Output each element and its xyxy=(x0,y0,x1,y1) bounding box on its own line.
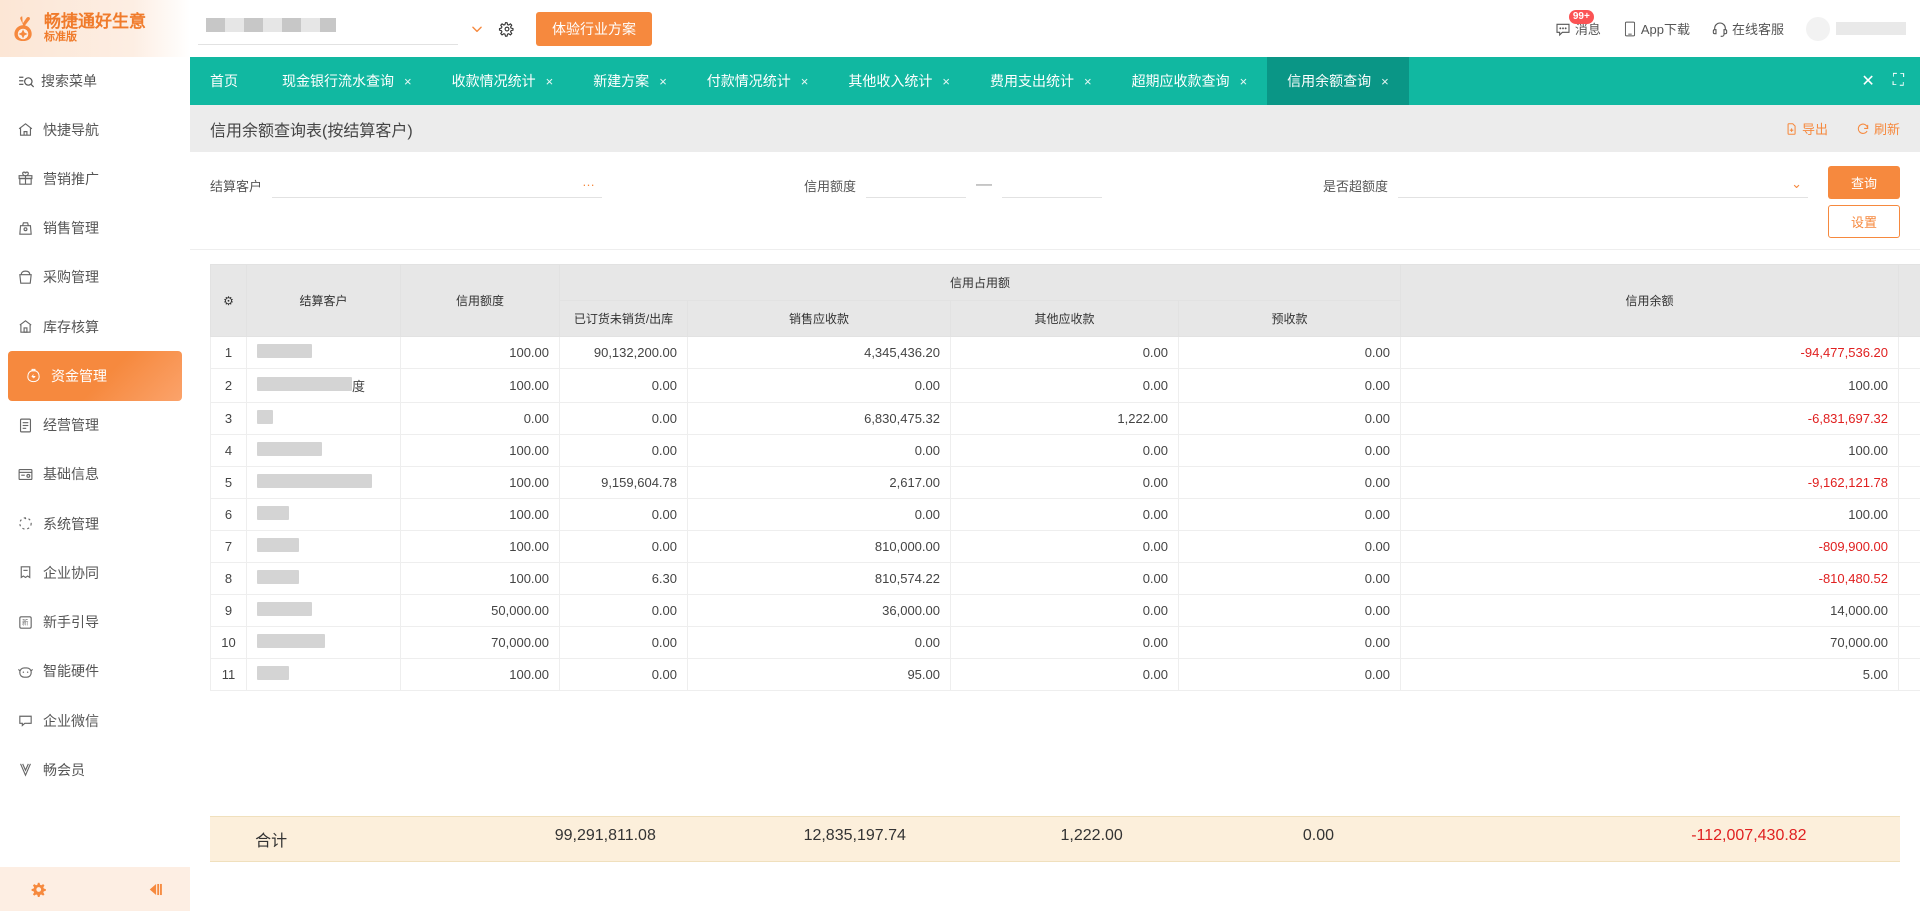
svg-text:新: 新 xyxy=(22,617,29,626)
